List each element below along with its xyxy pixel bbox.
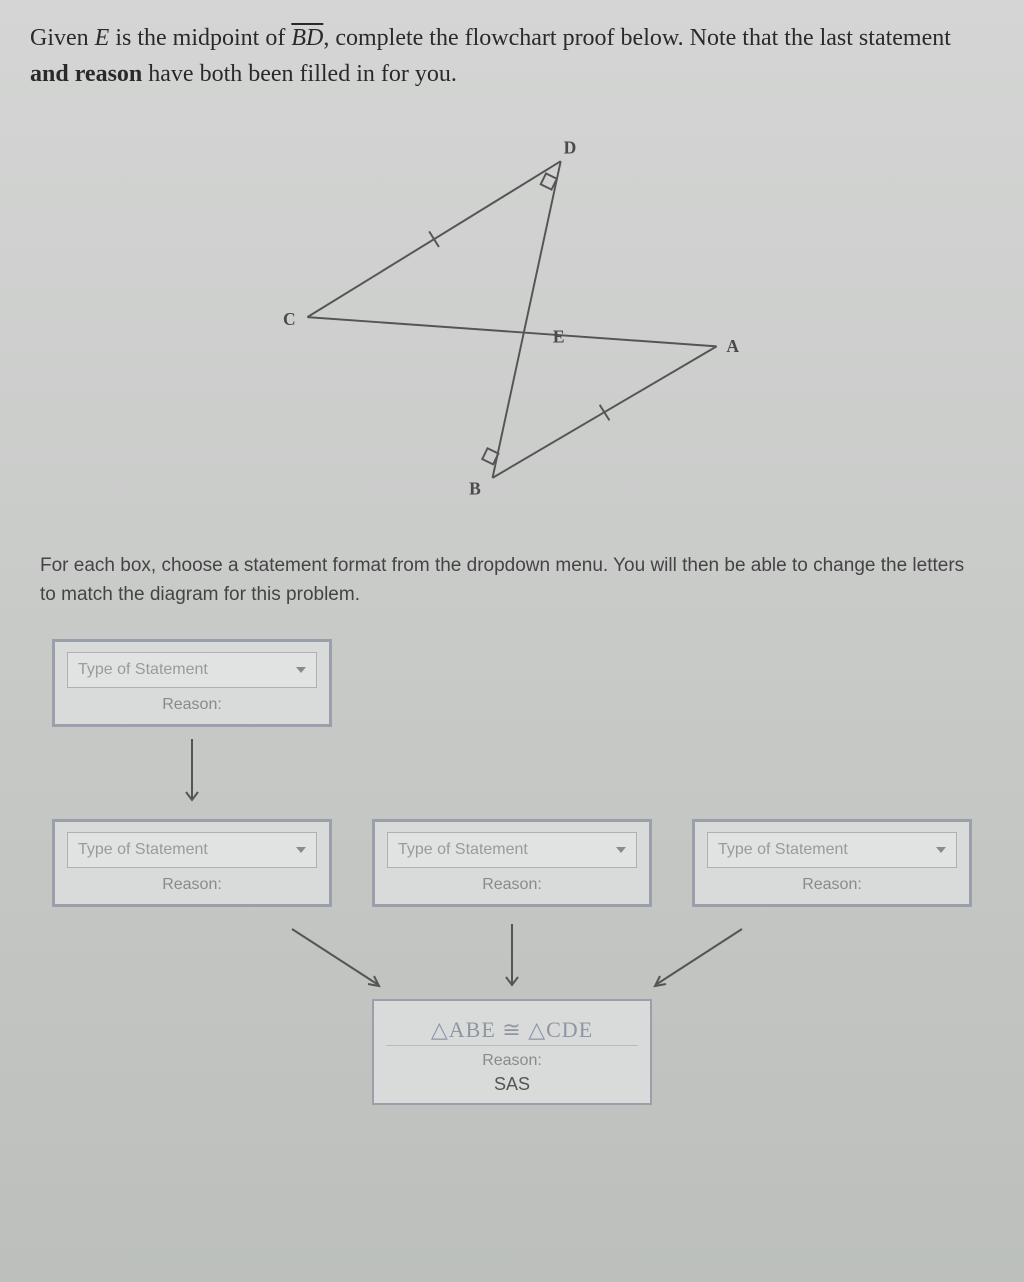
- label-b: B: [469, 478, 481, 498]
- proof-card-final: △ABE ≅ △CDE Reason: SAS: [372, 999, 652, 1105]
- dropdown-placeholder: Type of Statement: [398, 841, 528, 859]
- prompt-bold: and reason: [30, 61, 142, 87]
- final-statement: △ABE ≅ △CDE: [386, 1011, 638, 1046]
- reason-label: Reason:: [386, 1050, 638, 1072]
- statement-dropdown[interactable]: Type of Statement: [67, 832, 317, 868]
- arrow-diag-left-icon: [632, 919, 752, 999]
- label-a: A: [726, 336, 739, 356]
- reason-label: Reason:: [67, 694, 317, 716]
- arrow-diag-right-icon: [282, 919, 402, 999]
- arrow-down-icon: [502, 919, 522, 999]
- prompt-text: , complete the flowchart proof below. No…: [323, 25, 951, 51]
- statement-dropdown[interactable]: Type of Statement: [67, 652, 317, 688]
- dropdown-placeholder: Type of Statement: [78, 661, 208, 679]
- dropdown-placeholder: Type of Statement: [718, 841, 848, 859]
- label-e: E: [553, 326, 565, 346]
- prompt-text: Given: [30, 25, 95, 51]
- chevron-down-icon: [296, 847, 306, 853]
- proof-card-1: Type of Statement Reason:: [52, 639, 332, 727]
- var-e: E: [95, 25, 110, 51]
- segment-bd: BD: [291, 25, 323, 51]
- arrow-down-icon: [182, 734, 202, 814]
- reason-label: Reason:: [67, 874, 317, 896]
- proof-card-4: Type of Statement Reason:: [692, 819, 972, 907]
- problem-prompt: Given E is the midpoint of BD, complete …: [30, 20, 994, 92]
- prompt-text: have both been filled in for you.: [142, 61, 457, 87]
- chevron-down-icon: [616, 847, 626, 853]
- reason-label: Reason:: [707, 874, 957, 896]
- prompt-text: is the midpoint of: [109, 25, 291, 51]
- flowchart: Type of Statement Reason: Type of Statem…: [32, 639, 992, 1119]
- dropdown-placeholder: Type of Statement: [78, 841, 208, 859]
- chevron-down-icon: [936, 847, 946, 853]
- label-c: C: [283, 309, 296, 329]
- proof-card-3: Type of Statement Reason:: [372, 819, 652, 907]
- statement-dropdown[interactable]: Type of Statement: [387, 832, 637, 868]
- geometry-figure: C D E A B: [262, 132, 762, 512]
- figure-container: C D E A B: [30, 132, 994, 512]
- final-reason: SAS: [386, 1072, 638, 1095]
- proof-card-2: Type of Statement Reason:: [52, 819, 332, 907]
- instructions-text: For each box, choose a statement format …: [40, 552, 984, 609]
- statement-dropdown[interactable]: Type of Statement: [707, 832, 957, 868]
- chevron-down-icon: [296, 667, 306, 673]
- label-d: D: [564, 137, 577, 157]
- reason-label: Reason:: [387, 874, 637, 896]
